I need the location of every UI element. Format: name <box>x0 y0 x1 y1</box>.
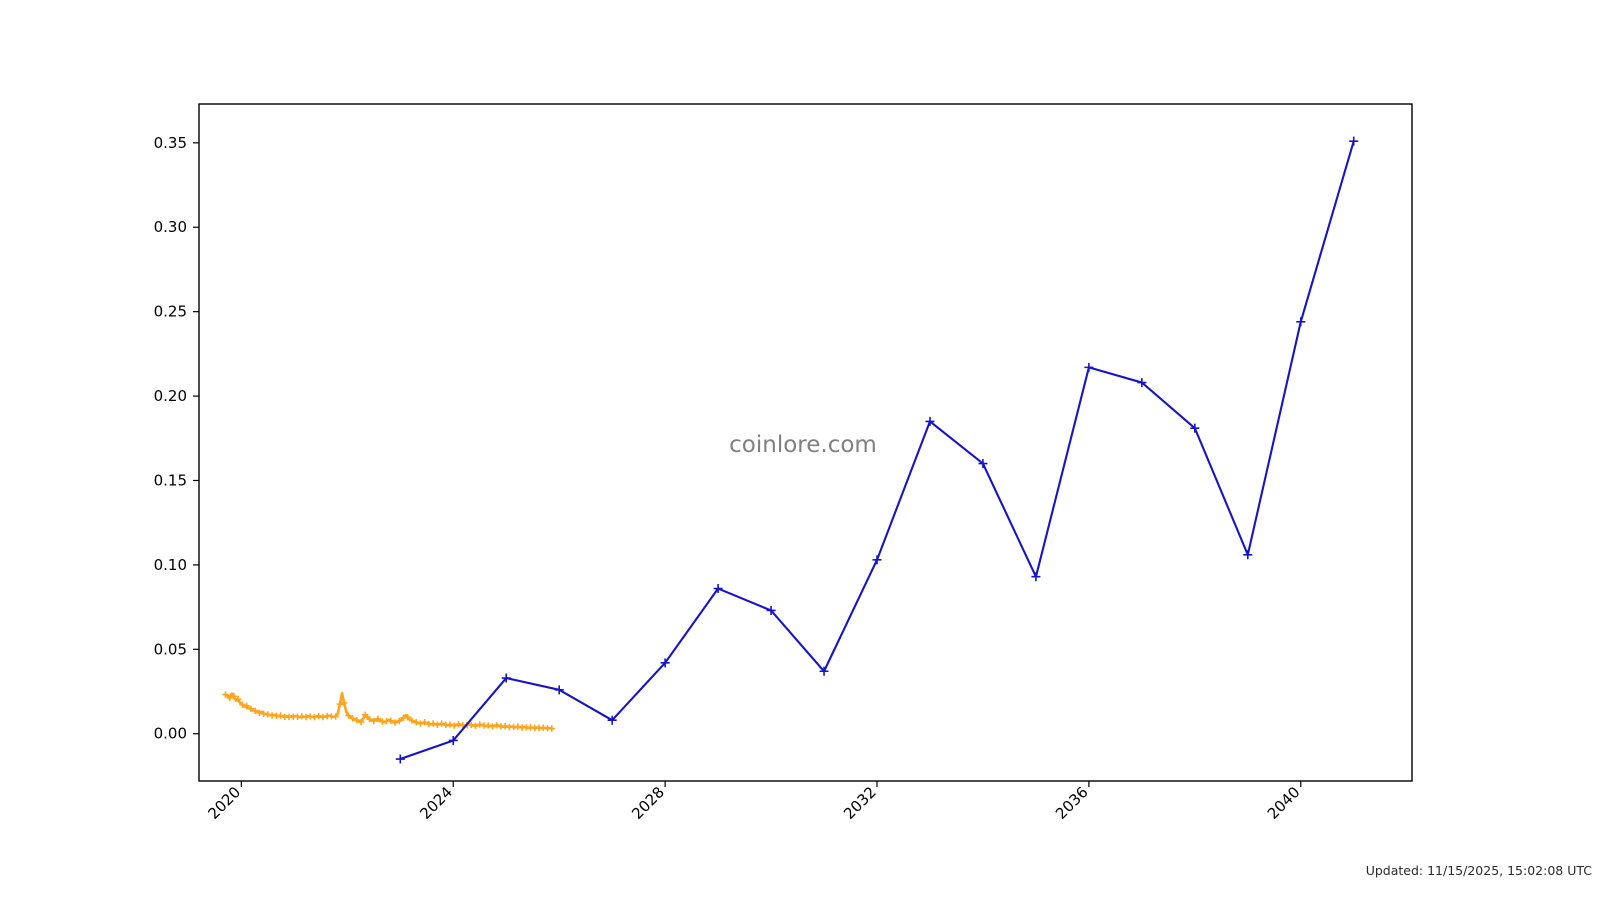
data-point-marker <box>485 722 492 729</box>
data-point-marker <box>226 694 233 702</box>
data-point-marker <box>357 718 365 726</box>
data-point-marker <box>451 722 458 729</box>
data-point-marker <box>412 719 420 726</box>
data-point-marker <box>1296 317 1306 327</box>
x-axis-tick-label: 2032 <box>840 783 880 823</box>
x-axis-tick-label: 2024 <box>416 783 456 823</box>
data-point-marker <box>472 722 479 730</box>
data-point-marker <box>366 716 373 723</box>
watermark: coinlore.com <box>729 432 877 458</box>
data-point-marker <box>607 715 617 725</box>
data-point-marker <box>554 685 564 695</box>
x-axis-tick-label: 2040 <box>1264 783 1304 823</box>
y-axis-tick-label: 0.20 <box>154 387 187 405</box>
data-point-marker <box>336 700 344 708</box>
x-axis-tick-label: 2036 <box>1052 783 1092 823</box>
data-point-marker <box>404 713 411 721</box>
series-price-prediction <box>399 140 1355 761</box>
data-point-marker <box>713 584 723 594</box>
plot-area: 0.00 0.05 0.10 0.15 0.20 0.25 0.30 0.35 2020 2024… <box>154 103 1413 823</box>
data-point-marker <box>448 735 458 745</box>
data-point-marker <box>548 725 555 732</box>
data-point-marker <box>872 555 882 565</box>
data-point-marker <box>234 695 242 703</box>
data-point-marker <box>408 717 416 724</box>
data-point-marker <box>417 720 424 727</box>
y-axis-tick-label: 0.10 <box>154 556 187 574</box>
data-point-marker <box>260 710 267 717</box>
data-point-marker <box>222 691 229 698</box>
data-point-marker <box>978 459 988 469</box>
series-historical-price <box>224 691 554 730</box>
data-point-marker <box>311 713 318 721</box>
y-axis-tick-label: 0.30 <box>154 218 187 236</box>
updated-timestamp: Updated: 11/15/2025, 15:02:08 UTC <box>1365 863 1592 878</box>
y-axis-tick-label: 0.25 <box>154 303 187 321</box>
data-point-marker <box>319 713 327 721</box>
data-point-marker <box>476 721 483 728</box>
data-point-marker <box>438 720 445 727</box>
x-axis-tick-label: 2028 <box>628 783 668 823</box>
data-point-marker <box>370 717 377 725</box>
data-point-marker <box>501 673 511 683</box>
data-point-marker <box>1190 423 1200 433</box>
data-point-marker <box>396 717 403 725</box>
x-axis-tick-label: 2020 <box>204 783 244 823</box>
data-point-marker <box>660 658 670 668</box>
data-point-marker <box>514 723 522 730</box>
data-point-marker <box>230 693 238 700</box>
data-point-marker <box>1031 572 1041 582</box>
data-point-marker <box>468 721 475 729</box>
data-point-marker <box>493 722 500 729</box>
data-point-marker <box>489 723 496 730</box>
y-axis-tick-label: 0.05 <box>154 640 187 658</box>
data-point-marker <box>345 712 352 719</box>
data-point-marker <box>277 712 284 719</box>
data-point-marker <box>362 711 369 719</box>
data-point-marker <box>340 699 348 707</box>
data-point-marker <box>315 712 322 720</box>
data-point-marker <box>247 705 255 712</box>
data-point-marker <box>1084 362 1094 372</box>
data-point-marker <box>455 721 462 728</box>
data-point-marker <box>925 416 935 426</box>
data-point-marker <box>256 709 263 716</box>
data-point-marker <box>395 754 405 764</box>
plot-frame <box>198 103 1413 782</box>
data-point-marker <box>251 707 259 714</box>
data-point-marker <box>819 666 829 676</box>
data-point-marker <box>239 701 246 708</box>
y-axis-tick-label: 0.15 <box>154 471 187 489</box>
data-point-marker <box>421 719 428 726</box>
data-point-marker <box>1137 378 1147 388</box>
data-point-marker <box>1243 550 1253 560</box>
y-axis-tick-label: 0.35 <box>154 134 187 152</box>
data-point-marker <box>353 717 361 724</box>
data-point-marker <box>374 715 382 723</box>
y-axis-tick-label: 0.00 <box>154 725 187 743</box>
data-point-marker <box>434 721 441 728</box>
data-point-marker <box>766 605 776 615</box>
data-point-marker <box>264 711 272 718</box>
data-point-marker <box>501 722 509 730</box>
data-point-marker <box>391 719 399 726</box>
data-point-marker <box>243 702 250 710</box>
data-point-marker <box>1349 136 1359 146</box>
data-point-marker <box>349 715 356 722</box>
data-point-marker <box>332 713 339 720</box>
data-point-marker <box>446 721 454 728</box>
data-point-marker <box>387 717 394 724</box>
data-point-marker <box>429 720 437 727</box>
